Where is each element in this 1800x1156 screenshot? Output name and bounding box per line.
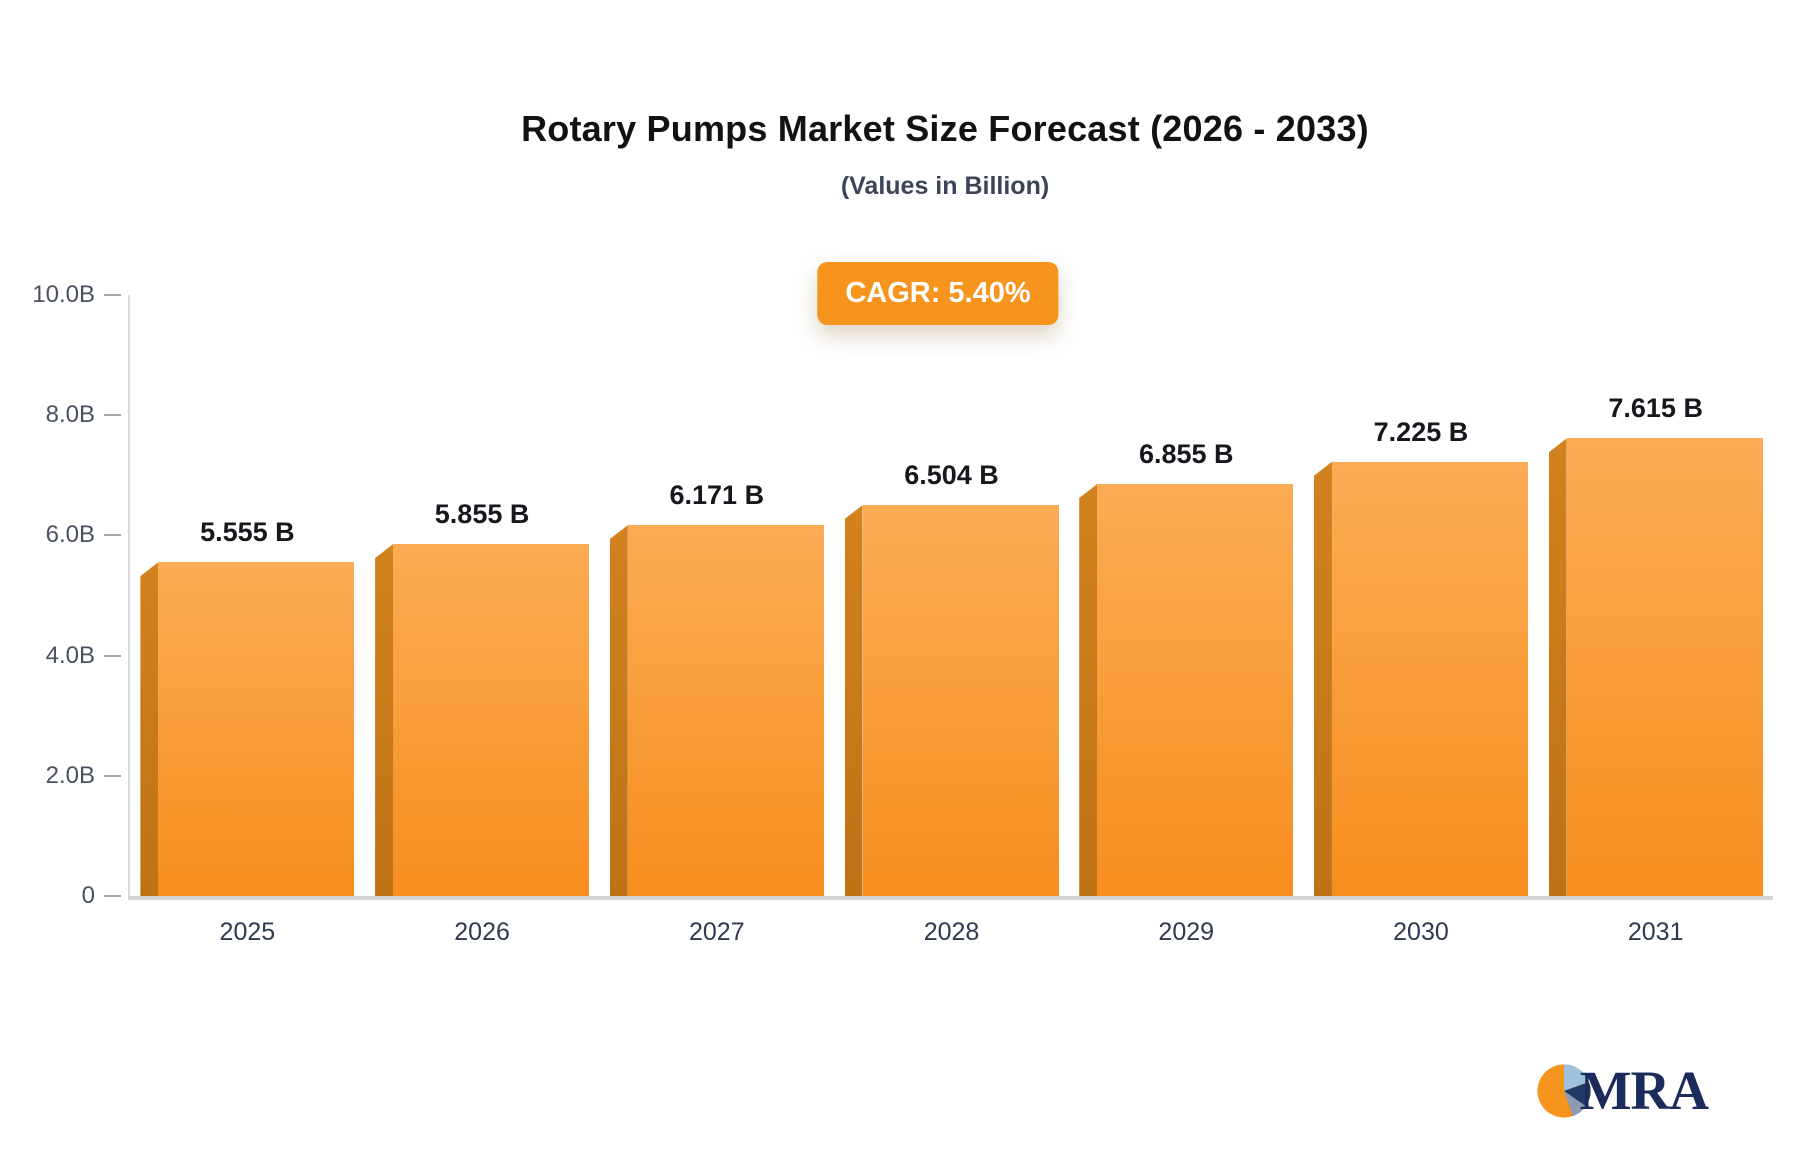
bar-2031: 7.615 B [1548,393,1763,896]
bar-2028: 6.504 B [844,460,1059,896]
bar-front-face [862,505,1059,896]
y-tick-mark [104,774,121,777]
bar-slot-2029: 6.855 B [1069,295,1304,896]
y-tick-mark [104,534,121,537]
y-tick-label: 2.0B [45,761,95,789]
bar-value-label: 6.504 B [904,460,999,491]
y-tick-label: 0 [81,882,95,909]
x-axis-label-2025: 2025 [219,918,276,946]
bar-slot-2025: 5.555 B [130,295,365,896]
bar-slot-2030: 7.225 B [1304,295,1539,896]
y-tick-mark [104,895,121,897]
x-axis-labels: 2025 2026 2027 2028 2029 2030 2031 [130,918,1773,947]
bar-2025: 5.555 B [140,517,355,896]
bar-front-face [393,544,590,896]
y-tick-label: 8.0B [45,401,95,429]
bars: 5.555 B 5.855 B 6.171 B 6.504 B 6.855 B 7.225… [130,295,1773,896]
y-tick-0: 0 [21,882,121,910]
y-tick-8.0B: 8.0B [21,401,121,429]
y-tick-mark [104,294,121,296]
y-tick-4.0B: 4.0B [21,642,121,670]
bar-side-face [375,544,394,896]
y-tick-label: 6.0B [45,521,95,549]
bar-value-label: 5.555 B [200,517,295,548]
y-tick-6.0B: 6.0B [21,521,121,549]
x-axis-label-2026: 2026 [454,918,510,946]
y-tick-mark [104,414,121,417]
bar-side-face [1548,438,1567,896]
bar-slot-2026: 5.855 B [365,295,600,896]
bar-front-face [1566,438,1763,896]
bar-side-face [844,505,863,896]
plot-area: 10.0B 8.0B 6.0B 4.0B 2.0B 0 5.555 B 5.855 B 6.1… [32,281,1773,946]
x-axis-label-2030: 2030 [1393,918,1449,946]
bar-side-face [609,525,628,896]
bar-side-face [1313,461,1332,896]
x-axis-label-2029: 2029 [1158,918,1215,946]
y-tick-label: 4.0B [45,641,95,669]
bar-2027: 6.171 B [609,480,824,896]
chart-title: Rotary Pumps Market Size Forecast (2026 … [521,108,1369,149]
bar-2029: 6.855 B [1079,439,1294,896]
bar-value-label: 6.855 B [1138,439,1234,470]
bar-front-face [1097,484,1294,896]
bar-value-label: 6.171 B [669,480,765,511]
bar-side-face [140,562,159,896]
y-tick-mark [104,654,121,657]
bar-slot-2031: 7.615 B [1538,295,1773,896]
bar-front-face [1331,461,1528,896]
bar-value-label: 5.855 B [434,499,530,530]
bar-2030: 7.225 B [1313,417,1528,896]
y-tick-10.0B: 10.0B [21,281,121,309]
bar-value-label: 7.615 B [1608,393,1703,424]
x-axis-label-2027: 2027 [688,918,745,946]
mra-logo-icon [1537,1063,1591,1118]
y-tick-2.0B: 2.0B [21,762,121,790]
chart-subtitle: (Values in Billion) [840,172,1050,200]
x-axis-label-2031: 2031 [1627,918,1684,946]
mra-logo: MRA [1535,1059,1709,1122]
y-axis-ticks: 10.0B 8.0B 6.0B 4.0B 2.0B 0 [32,281,1773,909]
mra-logo-text: MRA [1579,1060,1709,1121]
bar-front-face [627,525,824,896]
bar-slot-2028: 6.504 B [834,295,1069,896]
x-axis-label-2028: 2028 [923,918,980,946]
bar-2026: 5.855 B [375,499,590,896]
bar-side-face [1079,484,1098,896]
y-tick-label: 10.0B [32,281,95,308]
bar-slot-2027: 6.171 B [599,295,834,896]
bar-front-face [158,562,355,896]
cagr-badge: CAGR: 5.40% [817,262,1059,325]
bar-value-label: 7.225 B [1373,416,1469,447]
